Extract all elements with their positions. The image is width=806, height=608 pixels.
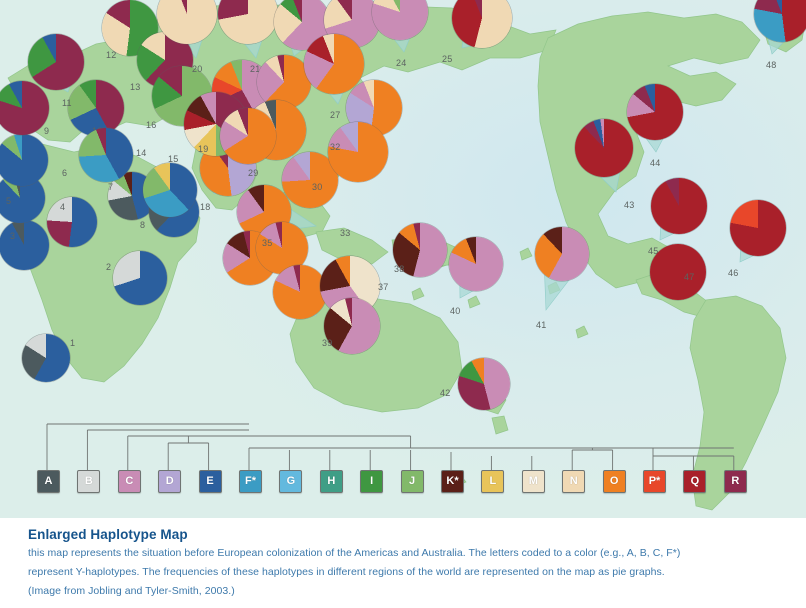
pie-label-41: 41	[536, 320, 547, 330]
pie-chart-27	[304, 34, 364, 94]
pie-label-39: 39	[322, 338, 333, 348]
pie-label-1: 1	[70, 338, 76, 348]
pie-label-6: 6	[62, 168, 68, 178]
pie-label-35: 35	[262, 238, 273, 248]
pie-chart-43	[575, 119, 633, 177]
pie-chart-42	[458, 358, 510, 410]
figure-caption: Enlarged Haplotype Map this map represen…	[0, 518, 806, 608]
haplogroup-box-L[interactable]: L	[481, 470, 505, 493]
pie-chart-4	[47, 197, 97, 247]
haplogroup-box-R[interactable]: R	[723, 470, 747, 493]
pie-chart-26	[257, 55, 311, 109]
caption-title: Enlarged Haplotype Map	[28, 527, 188, 542]
pie-chart-6	[0, 134, 48, 186]
haplogroup-box-H[interactable]: H	[319, 470, 343, 493]
pie-label-7: 7	[108, 182, 114, 192]
pie-label-12: 12	[106, 50, 117, 60]
pie-label-42: 42	[440, 388, 451, 398]
pie-label-32: 32	[330, 142, 341, 152]
pie-label-20: 20	[192, 64, 203, 74]
pie-label-37: 37	[378, 282, 389, 292]
pie-chart-14	[79, 128, 133, 182]
pie-label-38: 38	[394, 264, 405, 274]
haplogroup-box-B[interactable]: B	[77, 470, 101, 493]
haplogroup-box-J[interactable]: J	[400, 470, 424, 493]
pie-label-48: 48	[766, 60, 777, 70]
pie-chart-47	[650, 244, 706, 300]
pie-chart-46	[730, 200, 786, 256]
pie-chart-39	[324, 298, 380, 354]
haplogroup-box-I[interactable]: I	[360, 470, 384, 493]
pie-label-21: 21	[250, 64, 261, 74]
pie-chart-2	[113, 251, 167, 305]
pie-chart-32	[328, 122, 388, 182]
pie-label-25: 25	[442, 54, 453, 64]
pie-label-45: 45	[648, 246, 659, 256]
haplogroup-box-E[interactable]: E	[198, 470, 222, 493]
pie-label-46: 46	[728, 268, 739, 278]
haplogroup-box-A[interactable]: A	[37, 470, 60, 493]
pie-chart-40	[449, 237, 503, 291]
haplogroup-box-G[interactable]: G	[279, 470, 303, 493]
haplogroup-box-Kstar[interactable]: K*	[441, 470, 464, 493]
pie-chart-48	[754, 0, 806, 42]
haplogroup-box-Pstar[interactable]: P*	[643, 470, 666, 493]
pie-label-47: 47	[684, 272, 695, 282]
pie-chart-10	[68, 80, 124, 136]
pie-label-33: 33	[340, 228, 351, 238]
pie-chart-41	[535, 227, 589, 281]
pie-chart-29	[220, 108, 276, 164]
haplogroup-box-D[interactable]: D	[158, 470, 182, 493]
pie-label-11: 11	[62, 98, 72, 108]
haplogroup-legend: A B C D E F* G H I J K* L M N O P* Q R	[0, 418, 806, 518]
pie-label-3: 3	[10, 231, 16, 241]
haplogroup-box-N[interactable]: N	[562, 470, 586, 493]
pie-label-27: 27	[330, 110, 341, 120]
pie-chart-36	[273, 265, 327, 319]
pie-label-14: 14	[136, 148, 147, 158]
caption-line-2: represent Y-haplotypes. The frequencies …	[28, 566, 665, 578]
pie-chart-1	[22, 334, 70, 382]
caption-line-1: this map represents the situation before…	[28, 547, 681, 559]
haplogroup-box-C[interactable]: C	[117, 470, 141, 493]
pie-label-9: 9	[44, 126, 50, 136]
pie-label-13: 13	[130, 82, 141, 92]
pie-chart-9	[0, 81, 49, 135]
pie-chart-45	[651, 178, 707, 234]
pie-label-24: 24	[396, 58, 407, 68]
pie-chart-38	[393, 223, 447, 277]
caption-line-3: (Image from Jobling and Tyler-Smith, 200…	[28, 585, 235, 597]
pie-chart-15	[143, 163, 197, 217]
pie-label-16: 16	[146, 120, 157, 130]
pie-label-19: 19	[198, 144, 209, 154]
haplogroup-box-O[interactable]: O	[602, 470, 626, 493]
pie-label-2: 2	[106, 262, 112, 272]
pie-label-4: 4	[60, 202, 66, 212]
world-map-panel: 1234567891011121314151617181920212223242…	[0, 0, 806, 518]
haplogroup-box-M[interactable]: M	[521, 470, 545, 493]
pie-label-44: 44	[650, 158, 661, 168]
haplogroup-box-Q[interactable]: Q	[683, 470, 707, 493]
pie-label-30: 30	[312, 182, 323, 192]
pie-chart-3	[0, 220, 49, 270]
pie-label-43: 43	[624, 200, 635, 210]
pie-chart-11	[28, 34, 84, 90]
pie-label-5: 5	[6, 196, 12, 206]
pie-chart-44	[627, 84, 683, 140]
haplogroup-box-Fstar[interactable]: F*	[239, 470, 262, 493]
pie-chart-25	[452, 0, 512, 48]
cladogram-tree	[46, 423, 735, 470]
pie-label-18: 18	[200, 202, 211, 212]
pie-label-15: 15	[168, 154, 179, 164]
pie-label-29: 29	[248, 168, 259, 178]
pie-label-8: 8	[140, 220, 146, 230]
pie-label-40: 40	[450, 306, 461, 316]
